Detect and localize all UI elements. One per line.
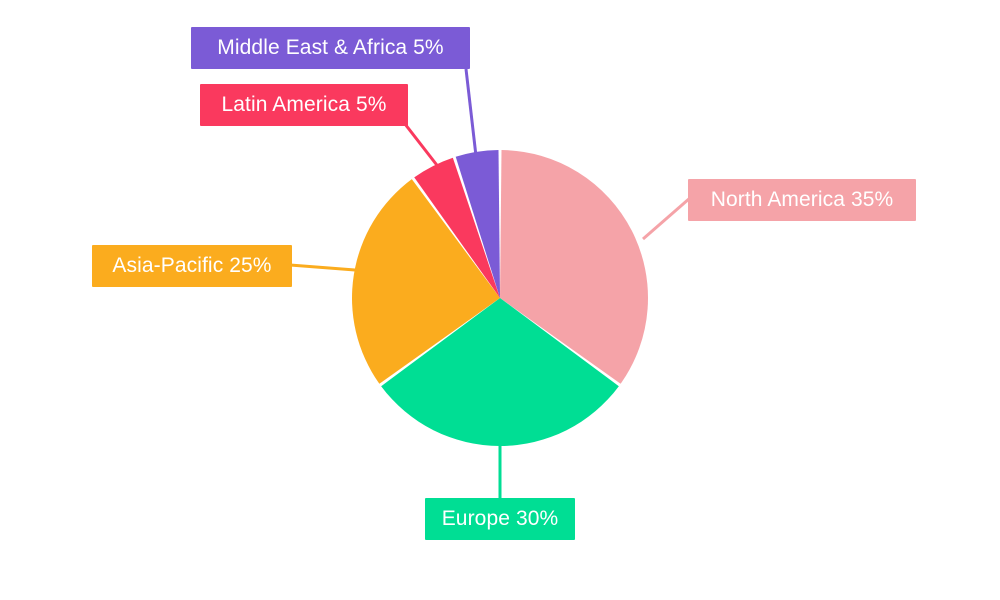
- pie-slice-group: [352, 150, 648, 447]
- pie-slice-latin-america[interactable]: [414, 157, 500, 298]
- pie-label-europe[interactable]: Europe 30%: [425, 498, 575, 540]
- pie-label-middle-east-and-africa[interactable]: Middle East & Africa 5%: [191, 27, 470, 69]
- pie-label-north-america[interactable]: North America 35%: [688, 179, 916, 221]
- pie-label-asia-pacific[interactable]: Asia-Pacific 25%: [92, 245, 292, 287]
- pie-slice-north-america[interactable]: [500, 150, 648, 384]
- pie-slice-asia-pacific[interactable]: [352, 179, 500, 384]
- leader-line-middle-east-and-africa: [464, 68, 478, 157]
- pie-slice-europe[interactable]: [381, 298, 619, 447]
- leader-line-north-america: [642, 196, 691, 241]
- pie-label-latin-america[interactable]: Latin America 5%: [200, 84, 408, 126]
- leader-line-asia-pacific: [289, 263, 356, 272]
- pie-slice-middle-east-and-africa[interactable]: [455, 150, 500, 298]
